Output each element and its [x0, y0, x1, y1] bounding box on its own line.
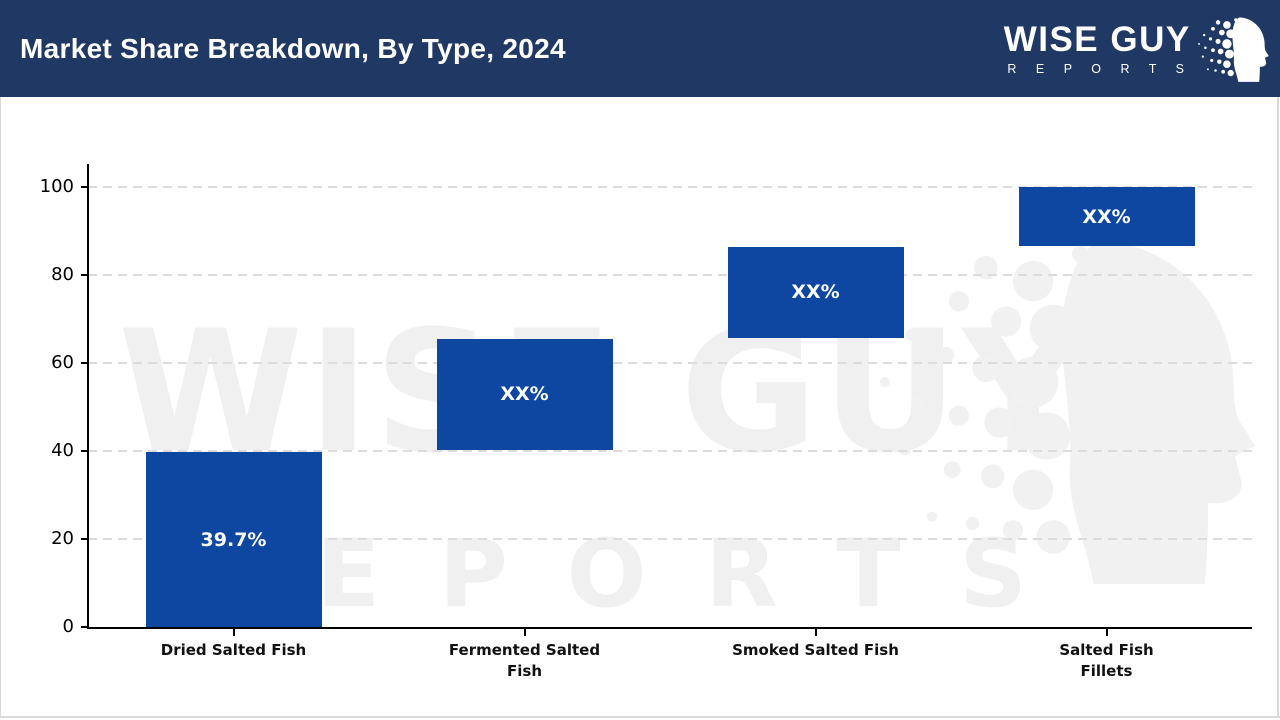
x-axis-label-salted-fish-fillets: Salted Fish Fillets: [1059, 641, 1154, 680]
y-tick-mark-0: [81, 626, 88, 628]
logo-reports-text: R E P O R T S: [1007, 61, 1192, 76]
x-axis-line: [87, 627, 1252, 629]
y-tick-mark-20: [81, 538, 88, 540]
bar-dried-salted-fish: 39.7%: [145, 452, 322, 627]
x-tick-mark-fermented-salted-fish: [523, 629, 526, 636]
frame-border-right: [1277, 97, 1279, 718]
wiseguy-head-icon: [1194, 7, 1270, 91]
y-tick-label-80: 80: [51, 264, 74, 285]
gridline-y-100: [88, 186, 1252, 188]
bar-fermented-salted-fish: XX%: [436, 338, 613, 451]
frame-border-bottom: [0, 716, 1280, 718]
gridline-y-60: [88, 362, 1252, 364]
y-tick-label-40: 40: [51, 440, 74, 461]
y-tick-label-20: 20: [51, 528, 74, 549]
x-axis-label-smoked-salted-fish: Smoked Salted Fish: [732, 641, 899, 659]
y-tick-mark-100: [81, 186, 88, 188]
watermark-text-line2: R E P O R T S: [185, 520, 1040, 629]
logo-text: WISE GUY R E P O R T S: [1002, 22, 1192, 76]
gridline-y-40: [88, 450, 1252, 452]
bar-value-label-fermented-salted-fish: XX%: [500, 383, 549, 406]
gridline-y-20: [88, 538, 1252, 540]
x-tick-mark-dried-salted-fish: [232, 629, 235, 636]
x-axis-label-dried-salted-fish: Dried Salted Fish: [160, 641, 307, 659]
x-axis-label-fermented-salted-fish: Fermented Salted Fish: [448, 641, 601, 680]
page-title: Market Share Breakdown, By Type, 2024: [20, 32, 566, 64]
wise-guy-logo: WISE GUY R E P O R T S: [1002, 5, 1270, 92]
logo-name-text: WISE GUY: [1003, 19, 1191, 59]
bar-smoked-salted-fish: XX%: [727, 246, 904, 338]
y-tick-label-100: 100: [39, 176, 74, 197]
bar-value-label-smoked-salted-fish: XX%: [791, 281, 840, 304]
x-tick-mark-smoked-salted-fish: [814, 629, 817, 636]
y-tick-mark-40: [81, 450, 88, 452]
bar-value-label-salted-fish-fillets: XX%: [1082, 205, 1131, 228]
frame-border-left: [0, 97, 1, 718]
y-tick-label-0: 0: [62, 616, 74, 637]
y-tick-label-60: 60: [51, 352, 74, 373]
y-axis-line: [87, 164, 89, 629]
header-bar: Market Share Breakdown, By Type, 2024 WI…: [0, 0, 1280, 97]
bar-salted-fish-fillets: XX%: [1018, 187, 1195, 247]
bar-value-label-dried-salted-fish: 39.7%: [200, 528, 267, 551]
y-tick-mark-80: [81, 274, 88, 276]
x-tick-mark-salted-fish-fillets: [1105, 629, 1108, 636]
y-tick-mark-60: [81, 362, 88, 364]
gridline-y-80: [88, 274, 1252, 276]
